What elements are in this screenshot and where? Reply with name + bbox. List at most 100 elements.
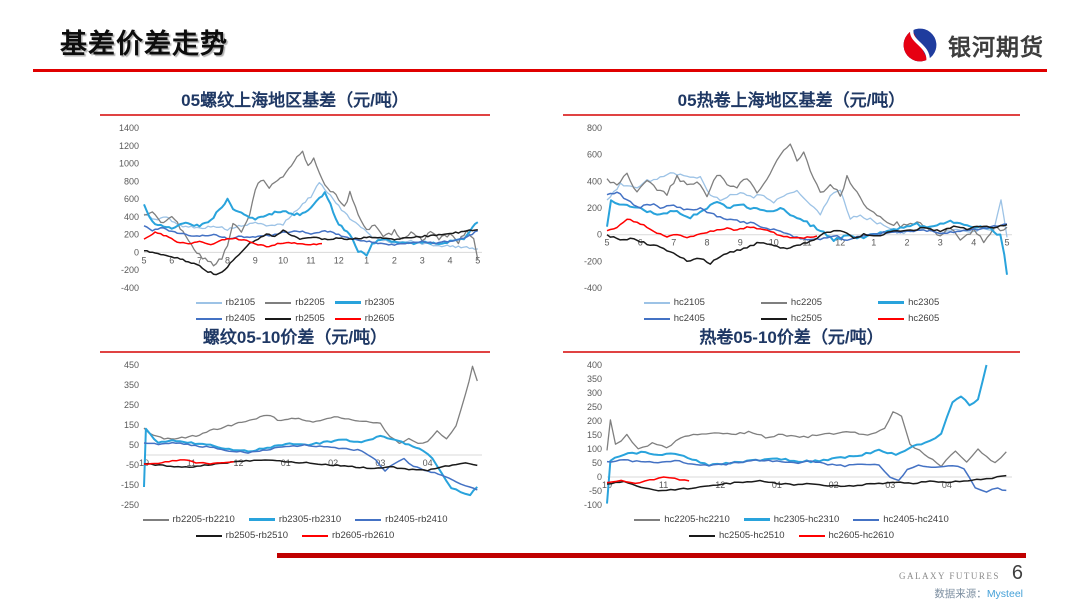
x-tick-label: 5 [604,238,609,248]
y-tick-label: 300 [587,388,602,398]
legend-label: rb2505-rb2510 [225,530,288,541]
y-tick-label: 450 [124,360,139,370]
legend-row: hc2405 hc2505 hc2605 [643,313,939,324]
y-tick-label: -400 [121,283,139,293]
chart-title-rule [100,114,490,116]
legend-item: rb2405-rb2410 [355,514,447,525]
legend-item: hc2505 [760,313,823,324]
x-tick-label: 1 [364,255,369,265]
series-hc2505-hc2510 [606,474,1007,492]
y-tick-label: -50 [126,460,139,470]
y-tick-label: 600 [124,194,139,204]
series-rb2605-rb2610 [143,459,234,465]
legend-label: hc2405-hc2410 [883,514,949,525]
y-tick-label: 400 [587,176,602,186]
logo: 银河期货 [901,26,1044,64]
y-tick-label: -150 [121,480,139,490]
x-tick-label: 4 [971,238,976,248]
y-tick-label: 250 [124,400,139,410]
legend-swatch-icon [878,317,905,320]
data-source: 数据来源：Mysteel [899,586,1023,601]
chart-title: 05螺纹上海地区基差（元/吨） [181,91,409,110]
chart-title: 热卷05-10价差（元/吨） [699,328,884,347]
y-tick-label: 200 [587,416,602,426]
legend-swatch-icon [142,518,169,521]
series-hc2505 [606,223,1008,265]
x-tick-label: 02 [328,458,338,468]
y-tick-label: 150 [587,430,602,440]
legend-item: rb2505-rb2510 [195,530,288,541]
legend-item: hc2405-hc2410 [853,514,949,525]
x-tick-label: 9 [738,238,743,248]
brand-text: GALAXY FUTURES [898,571,1000,581]
legend-item: hc2605 [878,313,939,324]
x-tick-label: 2 [904,238,909,248]
legend-label: rb2305-rb2310 [278,514,342,525]
legend-swatch-icon [634,518,661,521]
x-tick-label: 1 [871,238,876,248]
y-tick-label: 200 [124,230,139,240]
series-rb2305 [143,191,479,257]
y-tick-label: 350 [587,374,602,384]
legend-label: hc2505 [790,313,823,324]
x-tick-label: 5 [141,255,146,265]
x-tick-label: 6 [169,255,174,265]
legend-row: hc2205-hc2210 hc2305-hc2310 hc2405-hc2410 [634,514,949,525]
legend-label: hc2105 [673,297,705,308]
legend-swatch-icon [798,534,825,537]
y-tick-label: 350 [124,380,139,390]
legend-label: hc2205-hc2210 [664,514,730,525]
series-hc2205 [606,143,1008,244]
legend-item: hc2205-hc2210 [634,514,730,525]
legend-row: rb2405 rb2505 rb2605 [195,313,395,324]
x-tick-label: 12 [835,238,845,248]
legend-item: rb2305 [334,297,394,308]
x-tick-label: 7 [671,238,676,248]
series-hc2305 [606,199,1008,275]
source-label: 数据来源： [934,588,987,600]
legend-label: hc2305-hc2310 [773,514,840,525]
x-tick-label: 7 [197,255,202,265]
legend-label: rb2405 [225,313,256,324]
chart-title-rule [100,351,490,353]
x-tick-label: 10 [769,238,779,248]
legend-label: rb2205-rb2210 [172,514,235,525]
footer-accent-bar [277,553,1026,558]
x-tick-label: 03 [885,480,895,490]
series-hc2605-hc2610 [606,476,690,485]
y-tick-label: 0 [597,230,602,240]
legend-item: hc2605-hc2610 [798,530,894,541]
rebar-basis-line-chart: 1400 1200 1000 800 600 400 200 0 -200 -400 5 6 7 8 9 10… [119,123,482,293]
y-tick-label: 1000 [119,159,139,169]
legend-swatch-icon [853,518,880,521]
galaxy-logo-icon [903,28,937,62]
legend-swatch-icon [760,301,787,304]
series-rb2505-rb2510 [143,459,478,472]
x-tick-label: 9 [253,255,258,265]
legend-row: hc2105 hc2205 hc2305 [643,297,939,308]
y-tick-label: 100 [587,444,602,454]
legend-item: rb2205-rb2210 [142,514,235,525]
x-tick-label: 11 [659,480,668,490]
legend-label: rb2205 [295,297,325,308]
y-tick-label: -100 [584,500,602,510]
series-hc2405 [606,191,1008,242]
legend-swatch-icon [248,518,275,521]
legend-label: rb2605 [364,313,395,324]
x-tick-label: 8 [225,255,230,265]
y-tick-label: -250 [121,500,139,510]
legend-label: hc2205 [790,297,823,308]
legend-row: hc2505-hc2510 hc2605-hc2610 [689,530,894,541]
y-tick-label: 0 [597,472,602,482]
chart-rebar-basis: 05螺纹上海地区基差（元/吨） 1400 1200 1000 800 600 400 200… [100,86,490,324]
y-tick-label: 1200 [119,141,139,151]
y-tick-label: 200 [587,203,602,213]
y-tick-label: -200 [121,265,139,275]
y-tick-label: 250 [587,402,602,412]
footer: GALAXY FUTURES 6 数据来源：Mysteel [899,562,1023,601]
legend-item: rb2605 [334,313,395,324]
x-tick-label: 04 [942,480,952,490]
series-hc2605 [606,218,818,240]
